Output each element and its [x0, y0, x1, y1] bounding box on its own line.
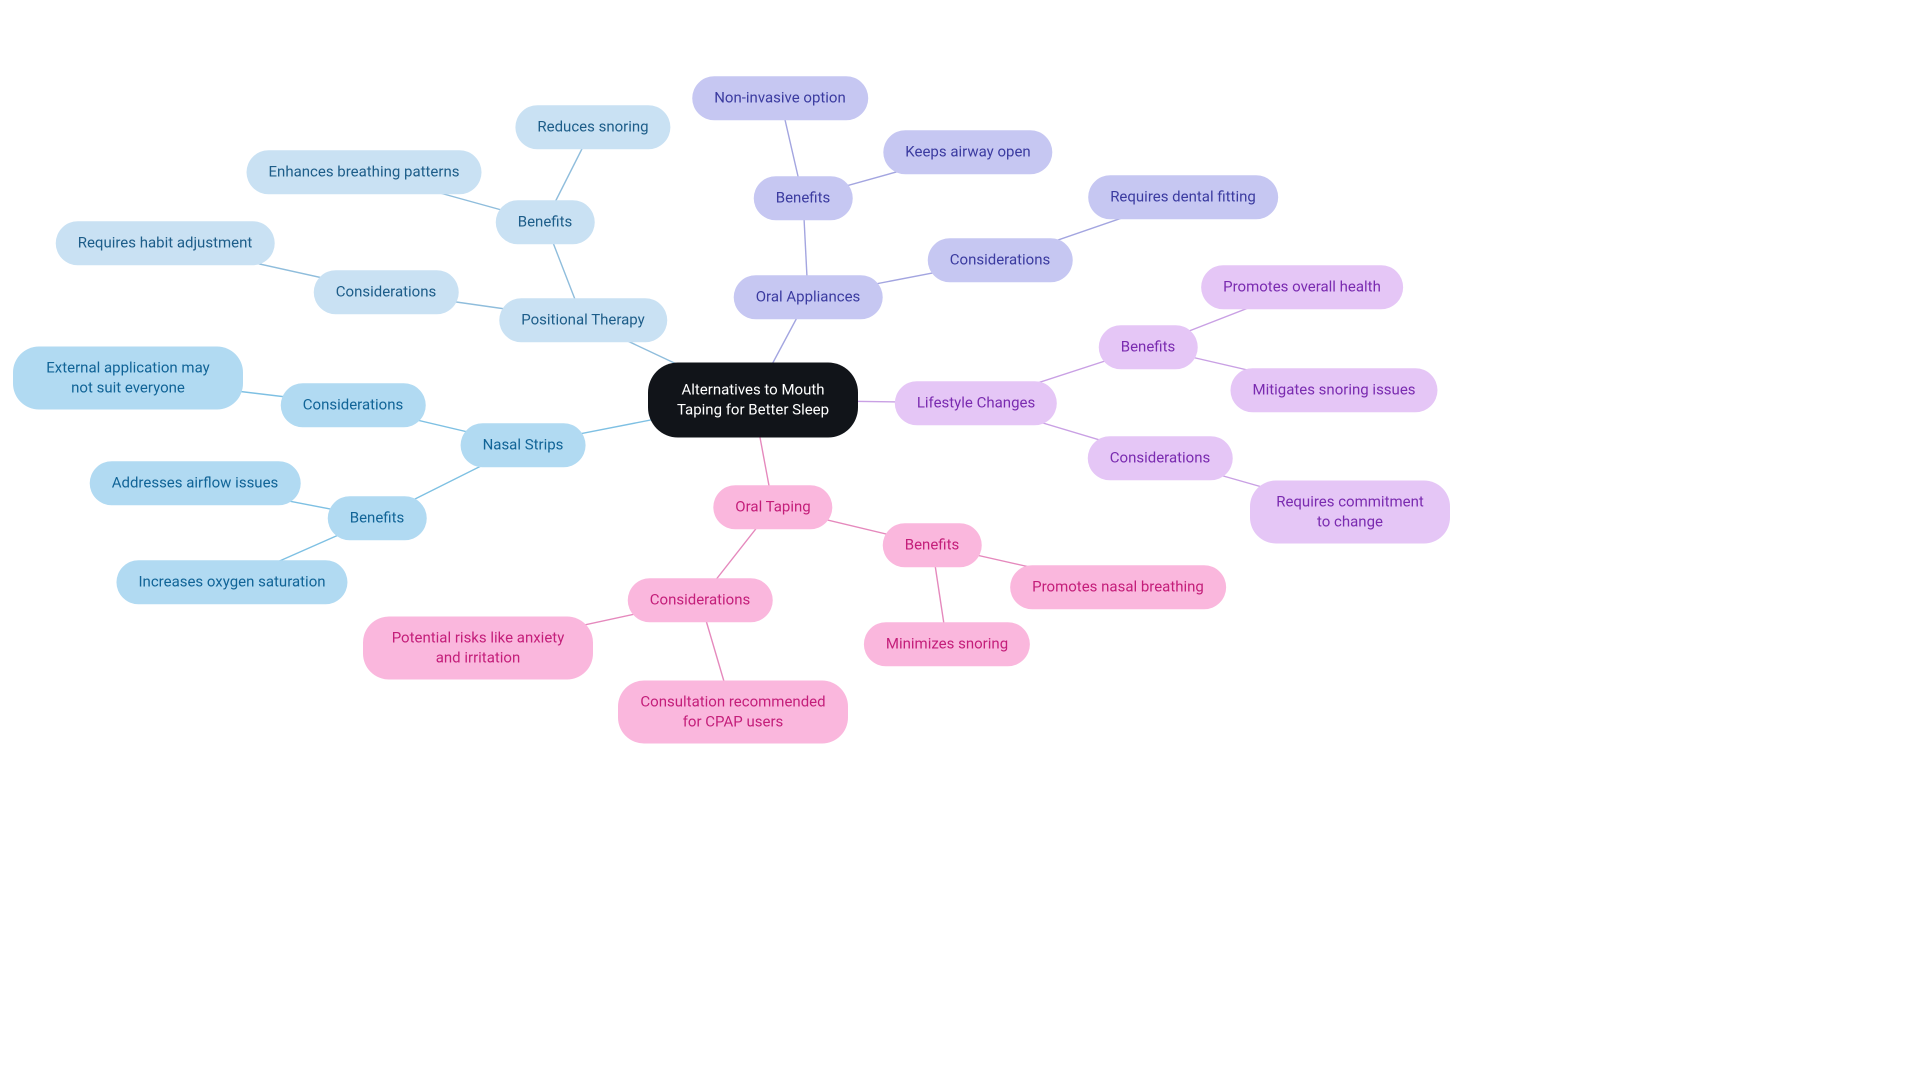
- mindmap-node-pos_c: Considerations: [314, 270, 459, 314]
- node-label: Nasal Strips: [483, 435, 564, 453]
- node-label: Potential risks like anxiety and irritat…: [392, 629, 565, 667]
- mindmap-node-ns: Nasal Strips: [461, 423, 586, 467]
- node-label: Mitigates snoring issues: [1252, 380, 1415, 398]
- mindmap-node-ot_c: Considerations: [628, 578, 773, 622]
- node-label: Requires dental fitting: [1110, 187, 1256, 205]
- mindmap-node-oa_b: Benefits: [754, 176, 853, 220]
- node-label: Minimizes snoring: [886, 634, 1008, 652]
- node-label: Increases oxygen saturation: [138, 572, 325, 590]
- node-label: Promotes overall health: [1223, 277, 1381, 295]
- mindmap-node-ot: Oral Taping: [713, 485, 832, 529]
- mindmap-node-lc_b2: Mitigates snoring issues: [1230, 368, 1437, 412]
- node-label: Benefits: [518, 212, 573, 230]
- mindmap-node-ns_c1: External application may not suit everyo…: [13, 347, 243, 410]
- mindmap-node-ot_c1: Potential risks like anxiety and irritat…: [363, 617, 593, 680]
- mindmap-node-oa_c: Considerations: [928, 238, 1073, 282]
- node-label: Requires commitment to change: [1276, 493, 1424, 531]
- node-label: Requires habit adjustment: [78, 233, 253, 251]
- node-label: Considerations: [303, 395, 404, 413]
- mindmap-node-pos_b1: Reduces snoring: [515, 105, 670, 149]
- node-label: Considerations: [950, 250, 1051, 268]
- node-label: Considerations: [336, 282, 437, 300]
- mindmap-node-pos: Positional Therapy: [499, 298, 667, 342]
- mindmap-node-lc: Lifestyle Changes: [895, 381, 1057, 425]
- node-label: Oral Taping: [735, 497, 810, 515]
- mindmap-node-pos_b: Benefits: [496, 200, 595, 244]
- node-label: Benefits: [776, 188, 831, 206]
- node-label: Addresses airflow issues: [112, 473, 279, 491]
- node-label: Benefits: [350, 508, 405, 526]
- mindmap-node-ns_b: Benefits: [328, 496, 427, 540]
- mindmap-node-center: Alternatives to Mouth Taping for Better …: [648, 363, 858, 438]
- mindmap-node-pos_b2: Enhances breathing patterns: [247, 150, 482, 194]
- mindmap-node-lc_c: Considerations: [1088, 436, 1233, 480]
- mindmap-node-oa_b2: Keeps airway open: [883, 130, 1052, 174]
- node-label: Considerations: [650, 590, 751, 608]
- node-label: Positional Therapy: [521, 310, 645, 328]
- node-label: Consultation recommended for CPAP users: [640, 693, 825, 731]
- node-label: Benefits: [905, 535, 960, 553]
- node-label: Reduces snoring: [537, 117, 648, 135]
- mindmap-node-ns_b2: Increases oxygen saturation: [116, 560, 347, 604]
- mindmap-node-oa_b1: Non-invasive option: [692, 76, 868, 120]
- mindmap-node-lc_c1: Requires commitment to change: [1250, 481, 1450, 544]
- mindmap-node-oa_c1: Requires dental fitting: [1088, 175, 1278, 219]
- mindmap-node-ot_c2: Consultation recommended for CPAP users: [618, 681, 848, 744]
- mindmap-node-ot_b: Benefits: [883, 523, 982, 567]
- node-label: Benefits: [1121, 337, 1176, 355]
- node-label: Keeps airway open: [905, 142, 1030, 160]
- node-label: External application may not suit everyo…: [46, 359, 209, 397]
- mindmap-node-ns_b1: Addresses airflow issues: [90, 461, 301, 505]
- node-label: Oral Appliances: [756, 287, 861, 305]
- mindmap-node-oa: Oral Appliances: [734, 275, 883, 319]
- node-label: Lifestyle Changes: [917, 393, 1035, 411]
- mindmap-node-ot_b2: Minimizes snoring: [864, 622, 1030, 666]
- node-label: Promotes nasal breathing: [1032, 577, 1204, 595]
- mindmap-node-lc_b1: Promotes overall health: [1201, 265, 1403, 309]
- mindmap-node-lc_b: Benefits: [1099, 325, 1198, 369]
- mindmap-node-ot_b1: Promotes nasal breathing: [1010, 565, 1226, 609]
- node-label: Considerations: [1110, 448, 1211, 466]
- node-label: Enhances breathing patterns: [269, 162, 460, 180]
- mindmap-node-pos_c1: Requires habit adjustment: [56, 221, 275, 265]
- node-label: Alternatives to Mouth Taping for Better …: [677, 381, 829, 419]
- mindmap-node-ns_c: Considerations: [281, 383, 426, 427]
- node-label: Non-invasive option: [714, 88, 846, 106]
